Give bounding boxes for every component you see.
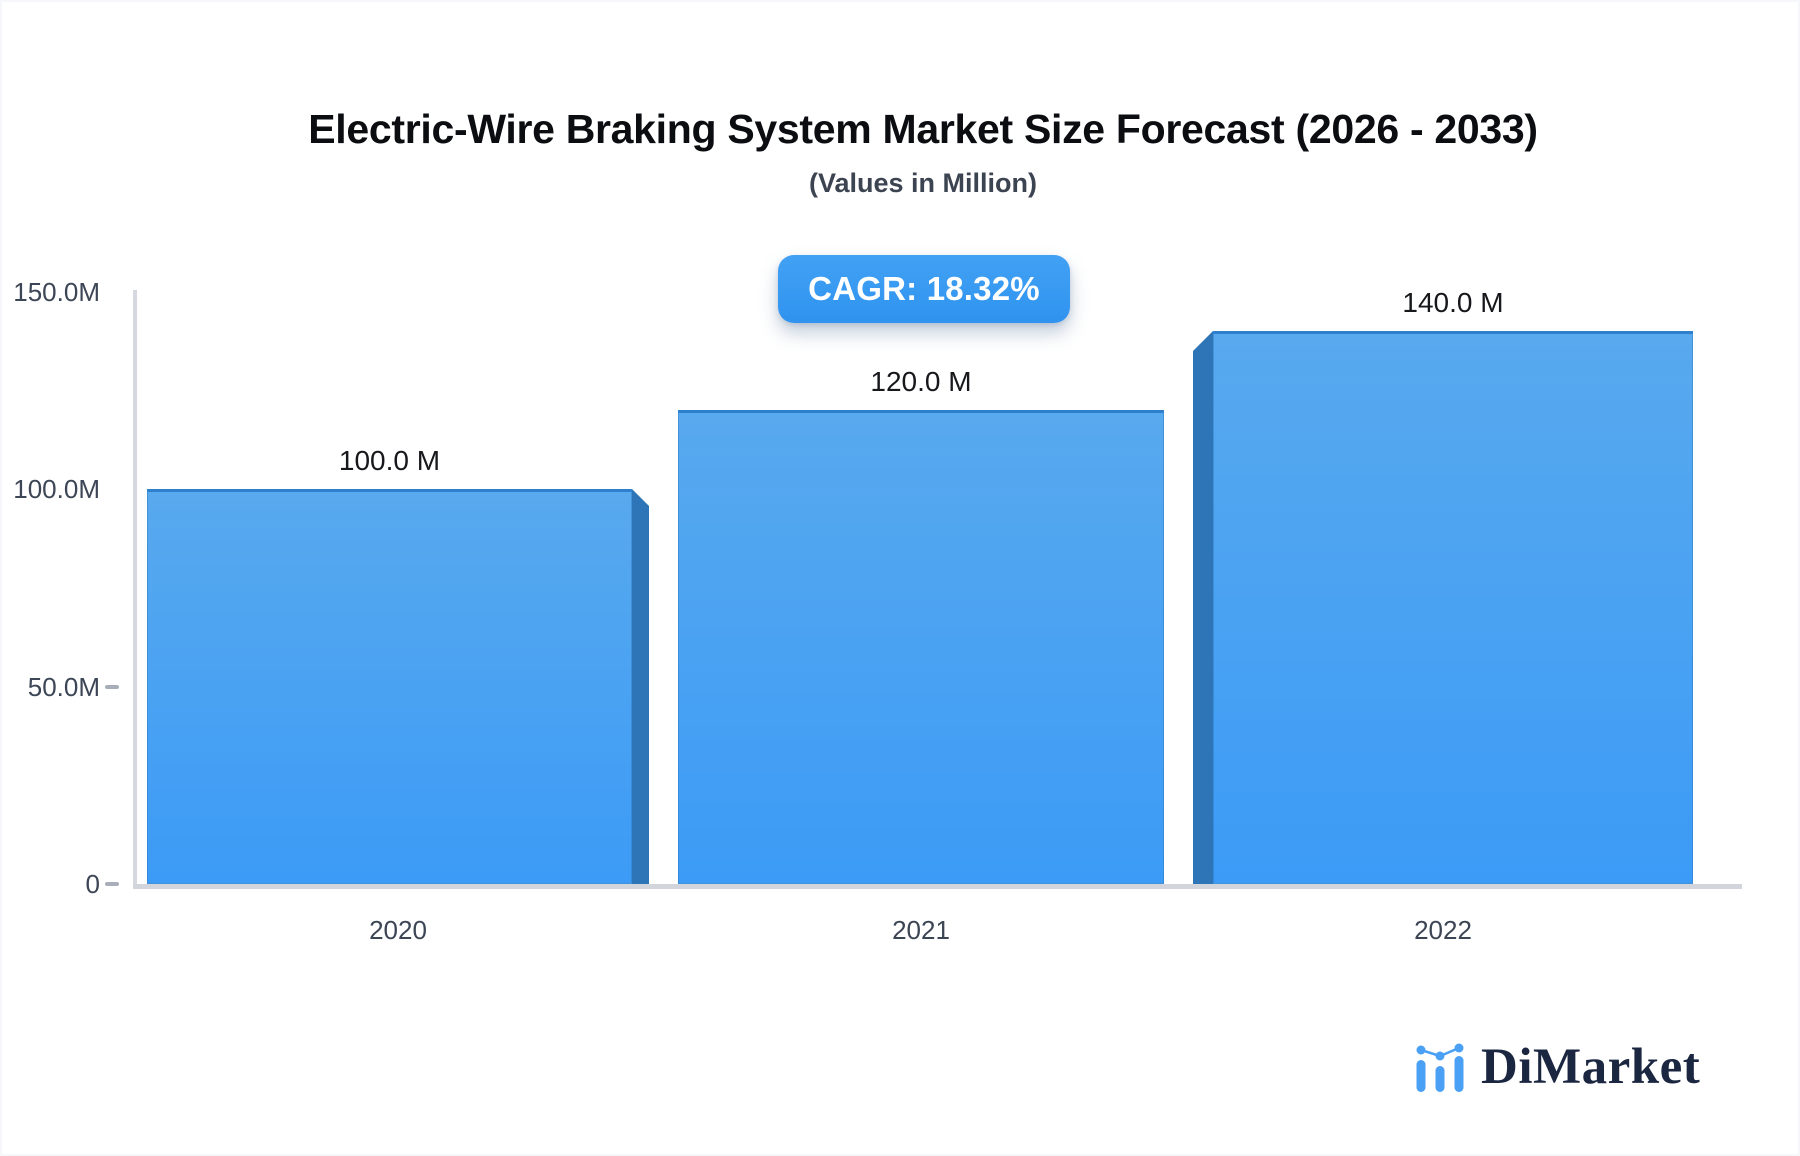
bar-value-label: 120.0 M — [870, 366, 972, 397]
dimarket-logo-icon — [1416, 1043, 1464, 1092]
cagr-badge-label: CAGR: 18.32% — [808, 270, 1040, 307]
x-axis-line — [133, 884, 1742, 889]
bar-2021 — [678, 410, 1164, 884]
dimarket-logo: DiMarket — [1415, 1038, 1700, 1096]
x-axis-label-2021: 2021 — [892, 915, 950, 945]
y-tick-mark — [105, 882, 119, 886]
bar-depth-2020 — [632, 489, 649, 884]
bar-value-label: 100.0 M — [338, 445, 441, 476]
bar-2020 — [147, 489, 632, 884]
bar-value-label: 140.0 M — [1402, 287, 1504, 318]
chart-title: Electric-Wire Braking System Market Size… — [308, 106, 1538, 152]
bar-depth-2022 — [1193, 331, 1213, 884]
x-axis-label-2022: 2022 — [1414, 915, 1472, 945]
y-tick-mark — [105, 684, 119, 689]
x-axis-label-2020: 2020 — [369, 915, 427, 945]
bar-2022 — [1213, 331, 1693, 884]
cagr-badge: CAGR: 18.32% — [778, 255, 1070, 323]
y-tick-label: 0 — [85, 869, 100, 899]
chart-subtitle: (Values in Million) — [808, 168, 1038, 198]
brand-name: DiMarket — [1481, 1039, 1701, 1095]
y-tick-label: 100.0M — [13, 474, 100, 504]
y-tick-label: 150.0M — [13, 276, 100, 307]
y-axis-line — [133, 290, 137, 886]
y-tick-label: 50.0M — [27, 671, 100, 702]
